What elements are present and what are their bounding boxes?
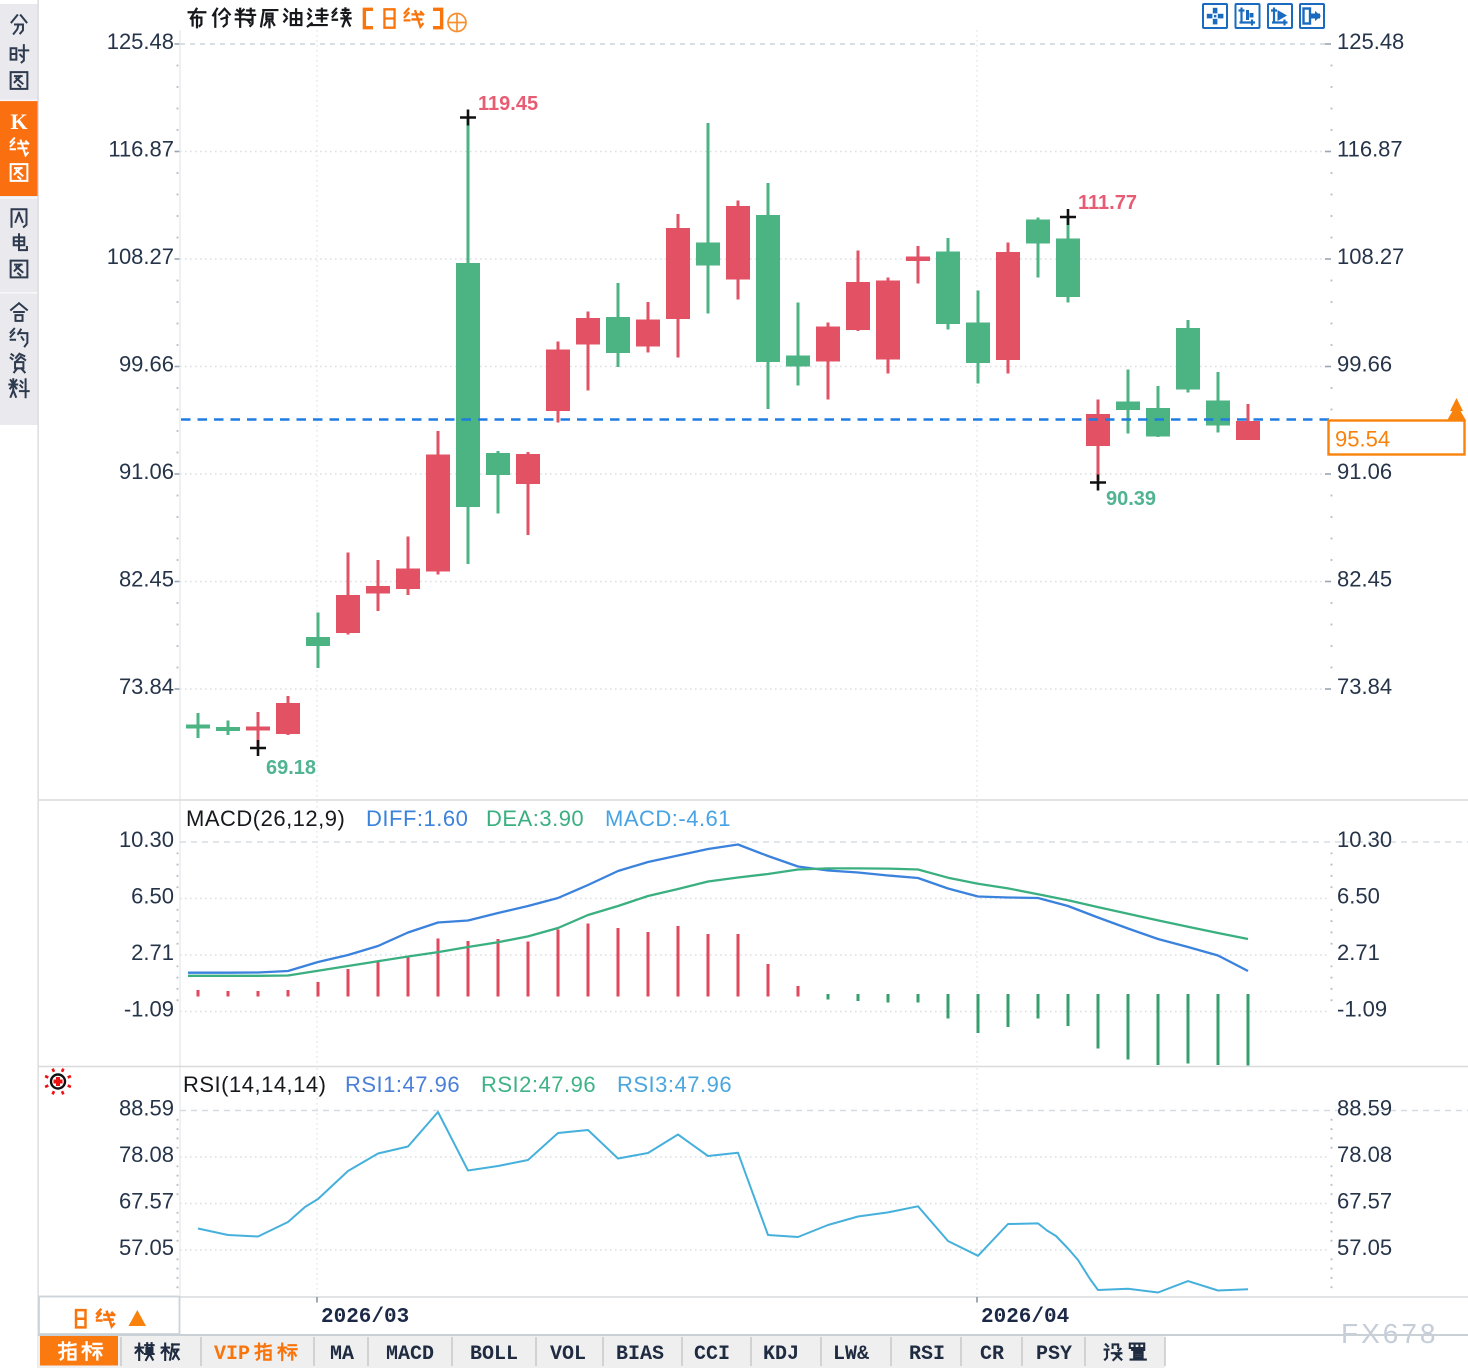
svg-text:MACD: MACD <box>386 1343 434 1366</box>
svg-text:69.18: 69.18 <box>266 757 316 779</box>
svg-text:2026/03: 2026/03 <box>321 1306 409 1329</box>
svg-text:125.48: 125.48 <box>107 29 174 54</box>
svg-text:LW&: LW& <box>833 1343 869 1366</box>
svg-text:99.66: 99.66 <box>119 352 174 377</box>
svg-text:K: K <box>10 109 27 134</box>
svg-text:116.87: 116.87 <box>1337 137 1403 162</box>
svg-text:RSI(14,14,14): RSI(14,14,14) <box>183 1072 326 1097</box>
svg-text:91.06: 91.06 <box>119 459 174 484</box>
svg-text:78.08: 78.08 <box>1337 1142 1392 1167</box>
svg-text:73.84: 73.84 <box>1337 674 1392 699</box>
svg-text:MA: MA <box>330 1343 354 1366</box>
svg-text:67.57: 67.57 <box>1337 1189 1392 1214</box>
svg-text:RSI3:47.96: RSI3:47.96 <box>617 1072 732 1097</box>
svg-text:CR: CR <box>980 1343 1004 1366</box>
svg-text:6.50: 6.50 <box>1337 884 1380 909</box>
svg-text:82.45: 82.45 <box>119 567 174 592</box>
svg-text:BOLL: BOLL <box>470 1343 518 1366</box>
svg-text:111.77: 111.77 <box>1078 192 1137 214</box>
svg-text:73.84: 73.84 <box>119 674 174 699</box>
svg-text:-1.09: -1.09 <box>1337 997 1387 1022</box>
svg-text:-1.09: -1.09 <box>124 997 174 1022</box>
svg-text:2.71: 2.71 <box>1337 940 1380 965</box>
svg-text:10.30: 10.30 <box>1337 827 1392 852</box>
svg-text:125.48: 125.48 <box>1337 29 1404 54</box>
svg-text:95.54: 95.54 <box>1335 427 1390 452</box>
svg-text:6.50: 6.50 <box>131 884 174 909</box>
svg-text:BIAS: BIAS <box>616 1343 664 1366</box>
svg-text:DIFF:1.60: DIFF:1.60 <box>366 806 468 831</box>
svg-text:VIP: VIP <box>214 1343 250 1366</box>
svg-text:2026/04: 2026/04 <box>981 1306 1069 1329</box>
svg-text:MACD:-4.61: MACD:-4.61 <box>605 806 731 831</box>
svg-text:RSI: RSI <box>909 1343 945 1366</box>
svg-text:78.08: 78.08 <box>119 1142 174 1167</box>
svg-text:82.45: 82.45 <box>1337 567 1392 592</box>
svg-text:99.66: 99.66 <box>1337 352 1392 377</box>
svg-text:VOL: VOL <box>550 1343 586 1366</box>
svg-text:57.05: 57.05 <box>119 1235 174 1260</box>
svg-text:2.71: 2.71 <box>131 940 174 965</box>
svg-text:10.30: 10.30 <box>119 827 174 852</box>
svg-text:RSI2:47.96: RSI2:47.96 <box>481 1072 596 1097</box>
svg-text:108.27: 108.27 <box>1337 244 1404 269</box>
svg-text:88.59: 88.59 <box>119 1096 174 1121</box>
svg-text:MACD(26,12,9): MACD(26,12,9) <box>186 806 345 831</box>
svg-text:88.59: 88.59 <box>1337 1096 1392 1121</box>
svg-text:CCI: CCI <box>694 1343 730 1366</box>
svg-text:67.57: 67.57 <box>119 1189 174 1214</box>
svg-text:KDJ: KDJ <box>763 1343 799 1366</box>
svg-text:90.39: 90.39 <box>1106 488 1156 510</box>
svg-text:PSY: PSY <box>1036 1343 1072 1366</box>
svg-text:91.06: 91.06 <box>1337 459 1392 484</box>
svg-text:RSI1:47.96: RSI1:47.96 <box>345 1072 460 1097</box>
svg-text:DEA:3.90: DEA:3.90 <box>486 806 584 831</box>
svg-text:FX678: FX678 <box>1341 1318 1439 1349</box>
svg-text:57.05: 57.05 <box>1337 1235 1392 1260</box>
svg-text:119.45: 119.45 <box>478 93 538 115</box>
svg-text:108.27: 108.27 <box>107 244 174 269</box>
svg-text:116.87: 116.87 <box>108 137 174 162</box>
